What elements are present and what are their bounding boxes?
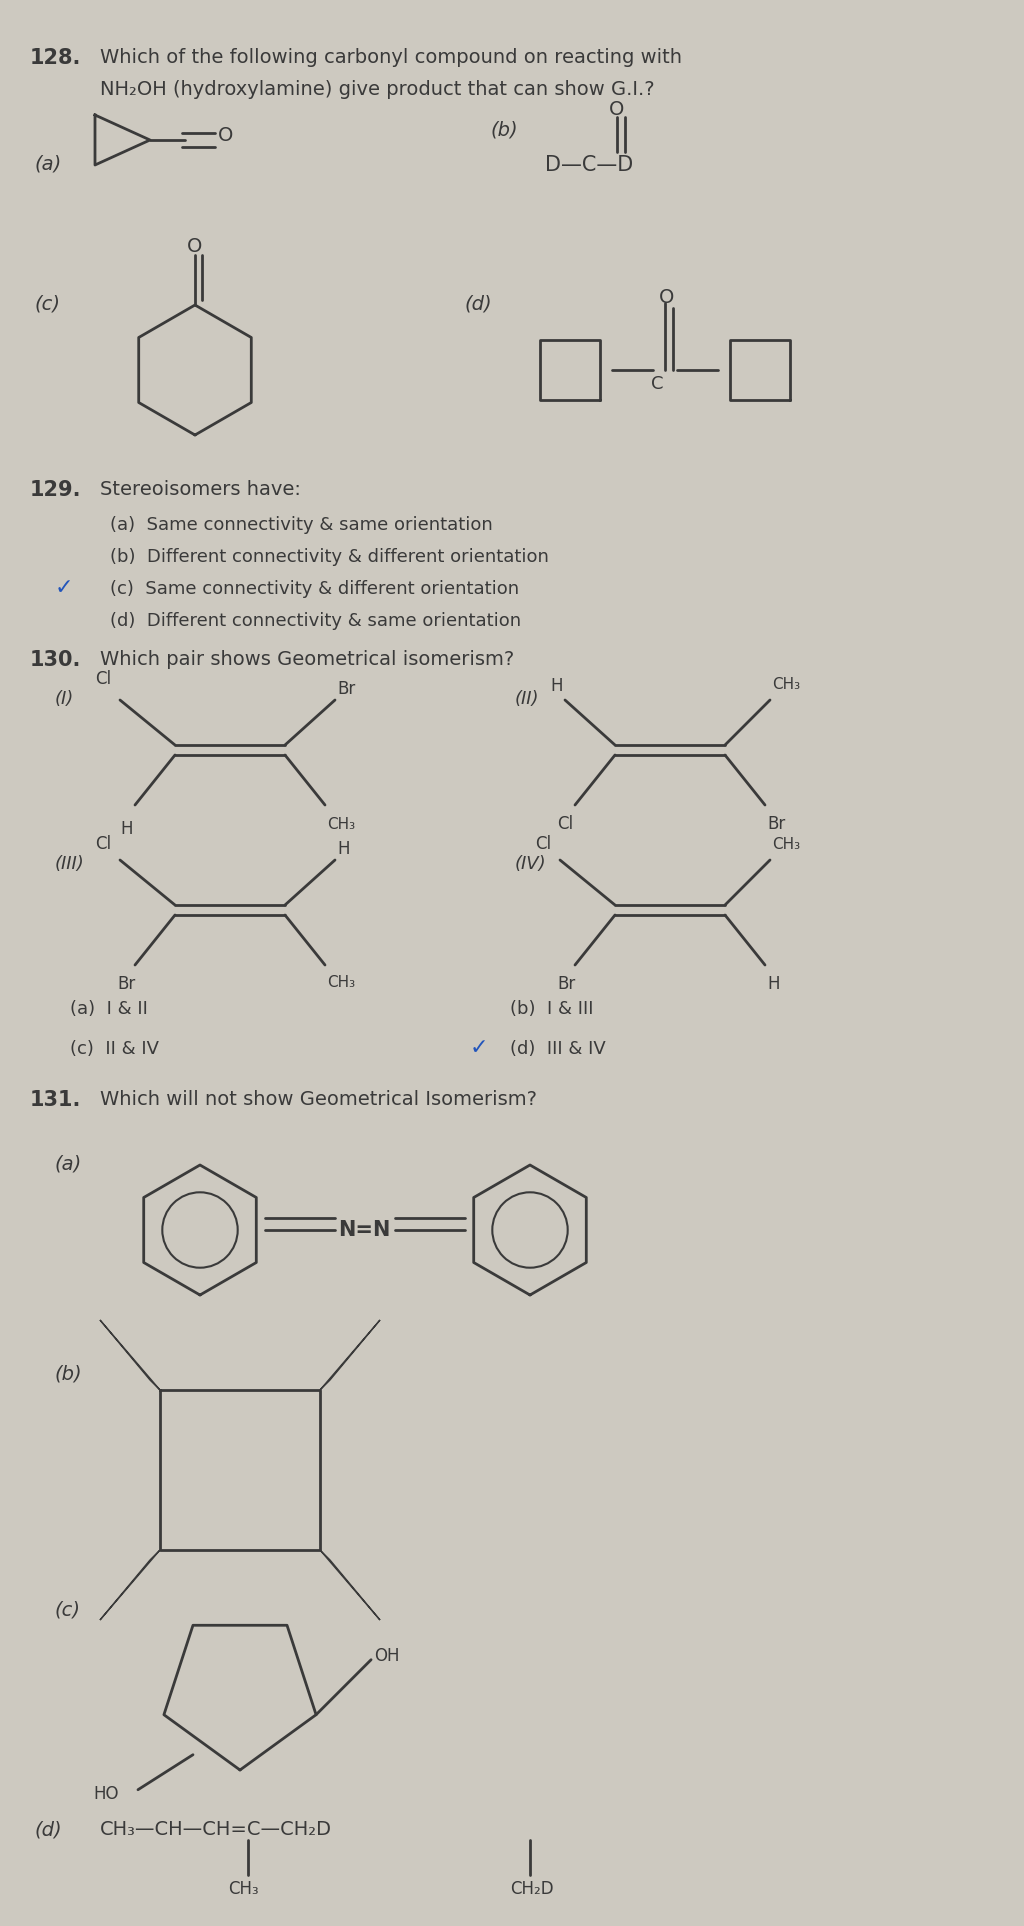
Text: (d): (d) — [35, 1820, 62, 1839]
Text: O: O — [187, 237, 203, 256]
Text: Br: Br — [557, 975, 575, 994]
Text: (d)  III & IV: (d) III & IV — [510, 1040, 606, 1057]
Text: (d): (d) — [465, 295, 493, 314]
Text: 131.: 131. — [30, 1090, 81, 1109]
Text: (b)  Different connectivity & different orientation: (b) Different connectivity & different o… — [110, 549, 549, 566]
Text: CH₃: CH₃ — [327, 975, 355, 990]
Text: 129.: 129. — [30, 480, 82, 501]
Text: CH₃: CH₃ — [228, 1880, 259, 1897]
Text: H: H — [120, 820, 132, 838]
Text: O: O — [609, 100, 625, 119]
Text: Which pair shows Geometrical isomerism?: Which pair shows Geometrical isomerism? — [100, 649, 514, 668]
Text: Which of the following carbonyl compound on reacting with: Which of the following carbonyl compound… — [100, 48, 682, 67]
Text: H: H — [337, 840, 349, 857]
Text: CH₃—CH—CH=C—CH₂D: CH₃—CH—CH=C—CH₂D — [100, 1820, 332, 1839]
Text: HO: HO — [93, 1785, 119, 1803]
Text: (a): (a) — [55, 1156, 82, 1175]
Text: Cl: Cl — [95, 836, 112, 853]
Text: C: C — [651, 376, 664, 393]
Text: CH₃: CH₃ — [772, 678, 800, 691]
Text: Cl: Cl — [95, 670, 112, 688]
Text: 130.: 130. — [30, 649, 81, 670]
Text: Stereoisomers have:: Stereoisomers have: — [100, 480, 301, 499]
Text: O: O — [218, 125, 233, 144]
Text: OH: OH — [374, 1647, 399, 1664]
Text: Cl: Cl — [557, 815, 573, 834]
Text: (b): (b) — [490, 119, 517, 139]
Text: (c): (c) — [55, 1601, 81, 1620]
Text: (I): (I) — [55, 690, 75, 709]
Text: (III): (III) — [55, 855, 85, 872]
Polygon shape — [319, 1550, 380, 1620]
Text: H: H — [767, 975, 779, 994]
Text: CH₃: CH₃ — [772, 838, 800, 851]
Text: Cl: Cl — [535, 836, 551, 853]
Text: Which will not show Geometrical Isomerism?: Which will not show Geometrical Isomeris… — [100, 1090, 537, 1109]
Text: 128.: 128. — [30, 48, 81, 67]
Text: O: O — [659, 289, 675, 306]
Text: Br: Br — [337, 680, 355, 697]
Polygon shape — [100, 1550, 160, 1620]
Text: CH₃: CH₃ — [327, 817, 355, 832]
Text: (a)  Same connectivity & same orientation: (a) Same connectivity & same orientation — [110, 516, 493, 534]
Text: (IV): (IV) — [515, 855, 547, 872]
Polygon shape — [319, 1319, 380, 1391]
Text: (a)  I & II: (a) I & II — [70, 1000, 147, 1019]
Text: NH₂OH (hydroxylamine) give product that can show G.I.?: NH₂OH (hydroxylamine) give product that … — [100, 81, 654, 98]
Text: Br: Br — [117, 975, 135, 994]
Polygon shape — [100, 1319, 160, 1391]
Text: (c)  II & IV: (c) II & IV — [70, 1040, 159, 1057]
Text: N=N: N=N — [338, 1219, 390, 1240]
Text: ✓: ✓ — [470, 1038, 488, 1057]
Text: (c)  Same connectivity & different orientation: (c) Same connectivity & different orient… — [110, 580, 519, 597]
Text: CH₂D: CH₂D — [510, 1880, 554, 1897]
Text: (b)  I & III: (b) I & III — [510, 1000, 594, 1019]
Text: (II): (II) — [515, 690, 540, 709]
Text: (b): (b) — [55, 1366, 83, 1385]
Text: Br: Br — [767, 815, 785, 834]
Text: (a): (a) — [35, 154, 62, 173]
Text: H: H — [550, 678, 562, 695]
Text: (d)  Different connectivity & same orientation: (d) Different connectivity & same orient… — [110, 612, 521, 630]
Text: (c): (c) — [35, 295, 61, 314]
Text: D—C—D: D—C—D — [545, 154, 633, 175]
Text: ✓: ✓ — [55, 578, 74, 597]
